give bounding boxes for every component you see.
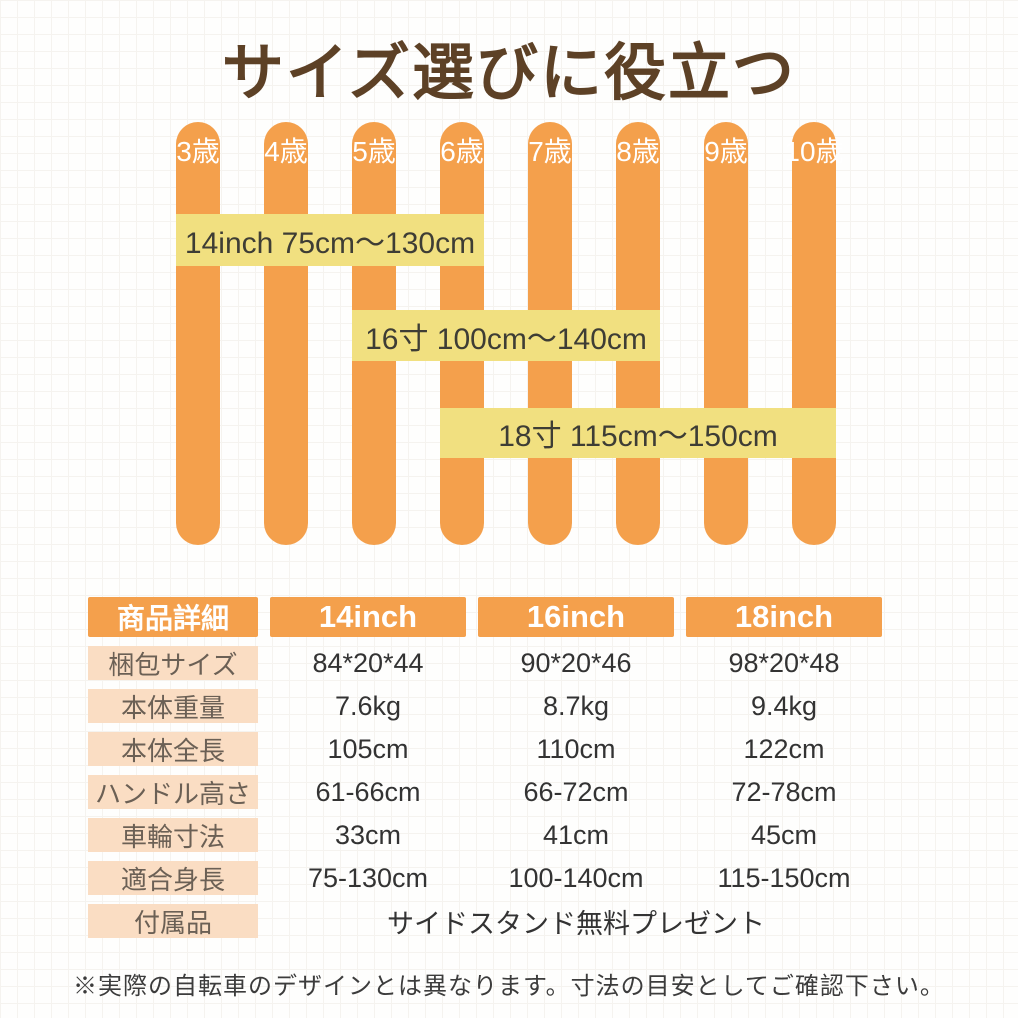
spec-header-18inch: 18inch <box>686 597 882 637</box>
spec-table: 商品詳細 14inch 16inch 18inch 梱包サイズ 84*20*44… <box>88 597 882 939</box>
spec-header-label: 商品詳細 <box>88 597 258 637</box>
value-handle-height-14: 61-66cm <box>315 776 421 807</box>
spec-header-14inch: 14inch <box>270 597 466 637</box>
disclaimer-note: ※実際の自転車のデザインとは異なります。寸法の目安としてご確認下さい。 <box>73 973 945 1000</box>
value-wheel-size-14: 33cm <box>334 819 402 850</box>
age-bar-label: 4歳 <box>264 136 308 167</box>
value-total-length-16: 110cm <box>536 733 616 764</box>
value-handle-height-18: 72-78cm <box>731 776 837 807</box>
value-packing-size-18: 98*20*48 <box>728 647 840 678</box>
size-band-16sun: 16寸 100cm〜140cm <box>352 310 660 361</box>
value-packing-size-14: 84*20*44 <box>312 647 424 678</box>
age-bar-9: 9歳 <box>704 122 748 545</box>
age-bar-4: 4歳 <box>264 122 308 545</box>
age-bar-3: 3歳 <box>176 122 220 545</box>
value-wheel-size-16: 41cm <box>542 819 610 850</box>
row-label-total-length: 本体全長 <box>88 732 258 766</box>
value-weight-18: 9.4kg <box>750 690 818 721</box>
value-handle-height-16: 66-72cm <box>523 776 629 807</box>
value-total-length-14: 105cm <box>327 733 409 764</box>
page-title: サイズ選びに役立つ <box>221 39 797 108</box>
row-label-suitable-height: 適合身長 <box>88 861 258 895</box>
age-bar-label: 8歳 <box>616 136 660 167</box>
age-bar-10: 10歳 <box>784 122 844 545</box>
row-label-accessories: 付属品 <box>88 904 258 938</box>
value-packing-size-16: 90*20*46 <box>520 647 632 678</box>
value-suitable-height-14: 75-130cm <box>307 862 429 893</box>
value-weight-16: 8.7kg <box>542 690 610 721</box>
row-label-wheel-size: 車輪寸法 <box>88 818 258 852</box>
value-suitable-height-16: 100-140cm <box>508 862 644 893</box>
age-bar-label: 3歳 <box>176 136 220 167</box>
row-label-handle-height: ハンドル高さ <box>88 775 258 809</box>
value-total-length-18: 122cm <box>743 733 825 764</box>
age-size-chart: 3歳 4歳 5歳 6歳 7歳 8歳 9歳 10歳 14inch 75cm〜130… <box>176 122 844 545</box>
size-band-14inch: 14inch 75cm〜130cm <box>176 214 484 266</box>
age-bar-label: 5歳 <box>352 136 396 167</box>
size-band-18sun: 18寸 115cm〜150cm <box>440 408 836 458</box>
row-label-packing-size: 梱包サイズ <box>88 646 258 680</box>
value-accessories: サイドスタンド無料プレゼント <box>387 908 765 939</box>
spec-header-16inch: 16inch <box>478 597 674 637</box>
value-weight-14: 7.6kg <box>334 690 402 721</box>
row-label-weight: 本体重量 <box>88 689 258 723</box>
age-bar-label: 6歳 <box>440 136 484 167</box>
age-bar-label: 9歳 <box>704 136 748 167</box>
age-bar-label: 7歳 <box>528 136 572 167</box>
age-bar-label: 10歳 <box>784 136 844 167</box>
value-wheel-size-18: 45cm <box>750 819 818 850</box>
value-suitable-height-18: 115-150cm <box>717 862 851 893</box>
